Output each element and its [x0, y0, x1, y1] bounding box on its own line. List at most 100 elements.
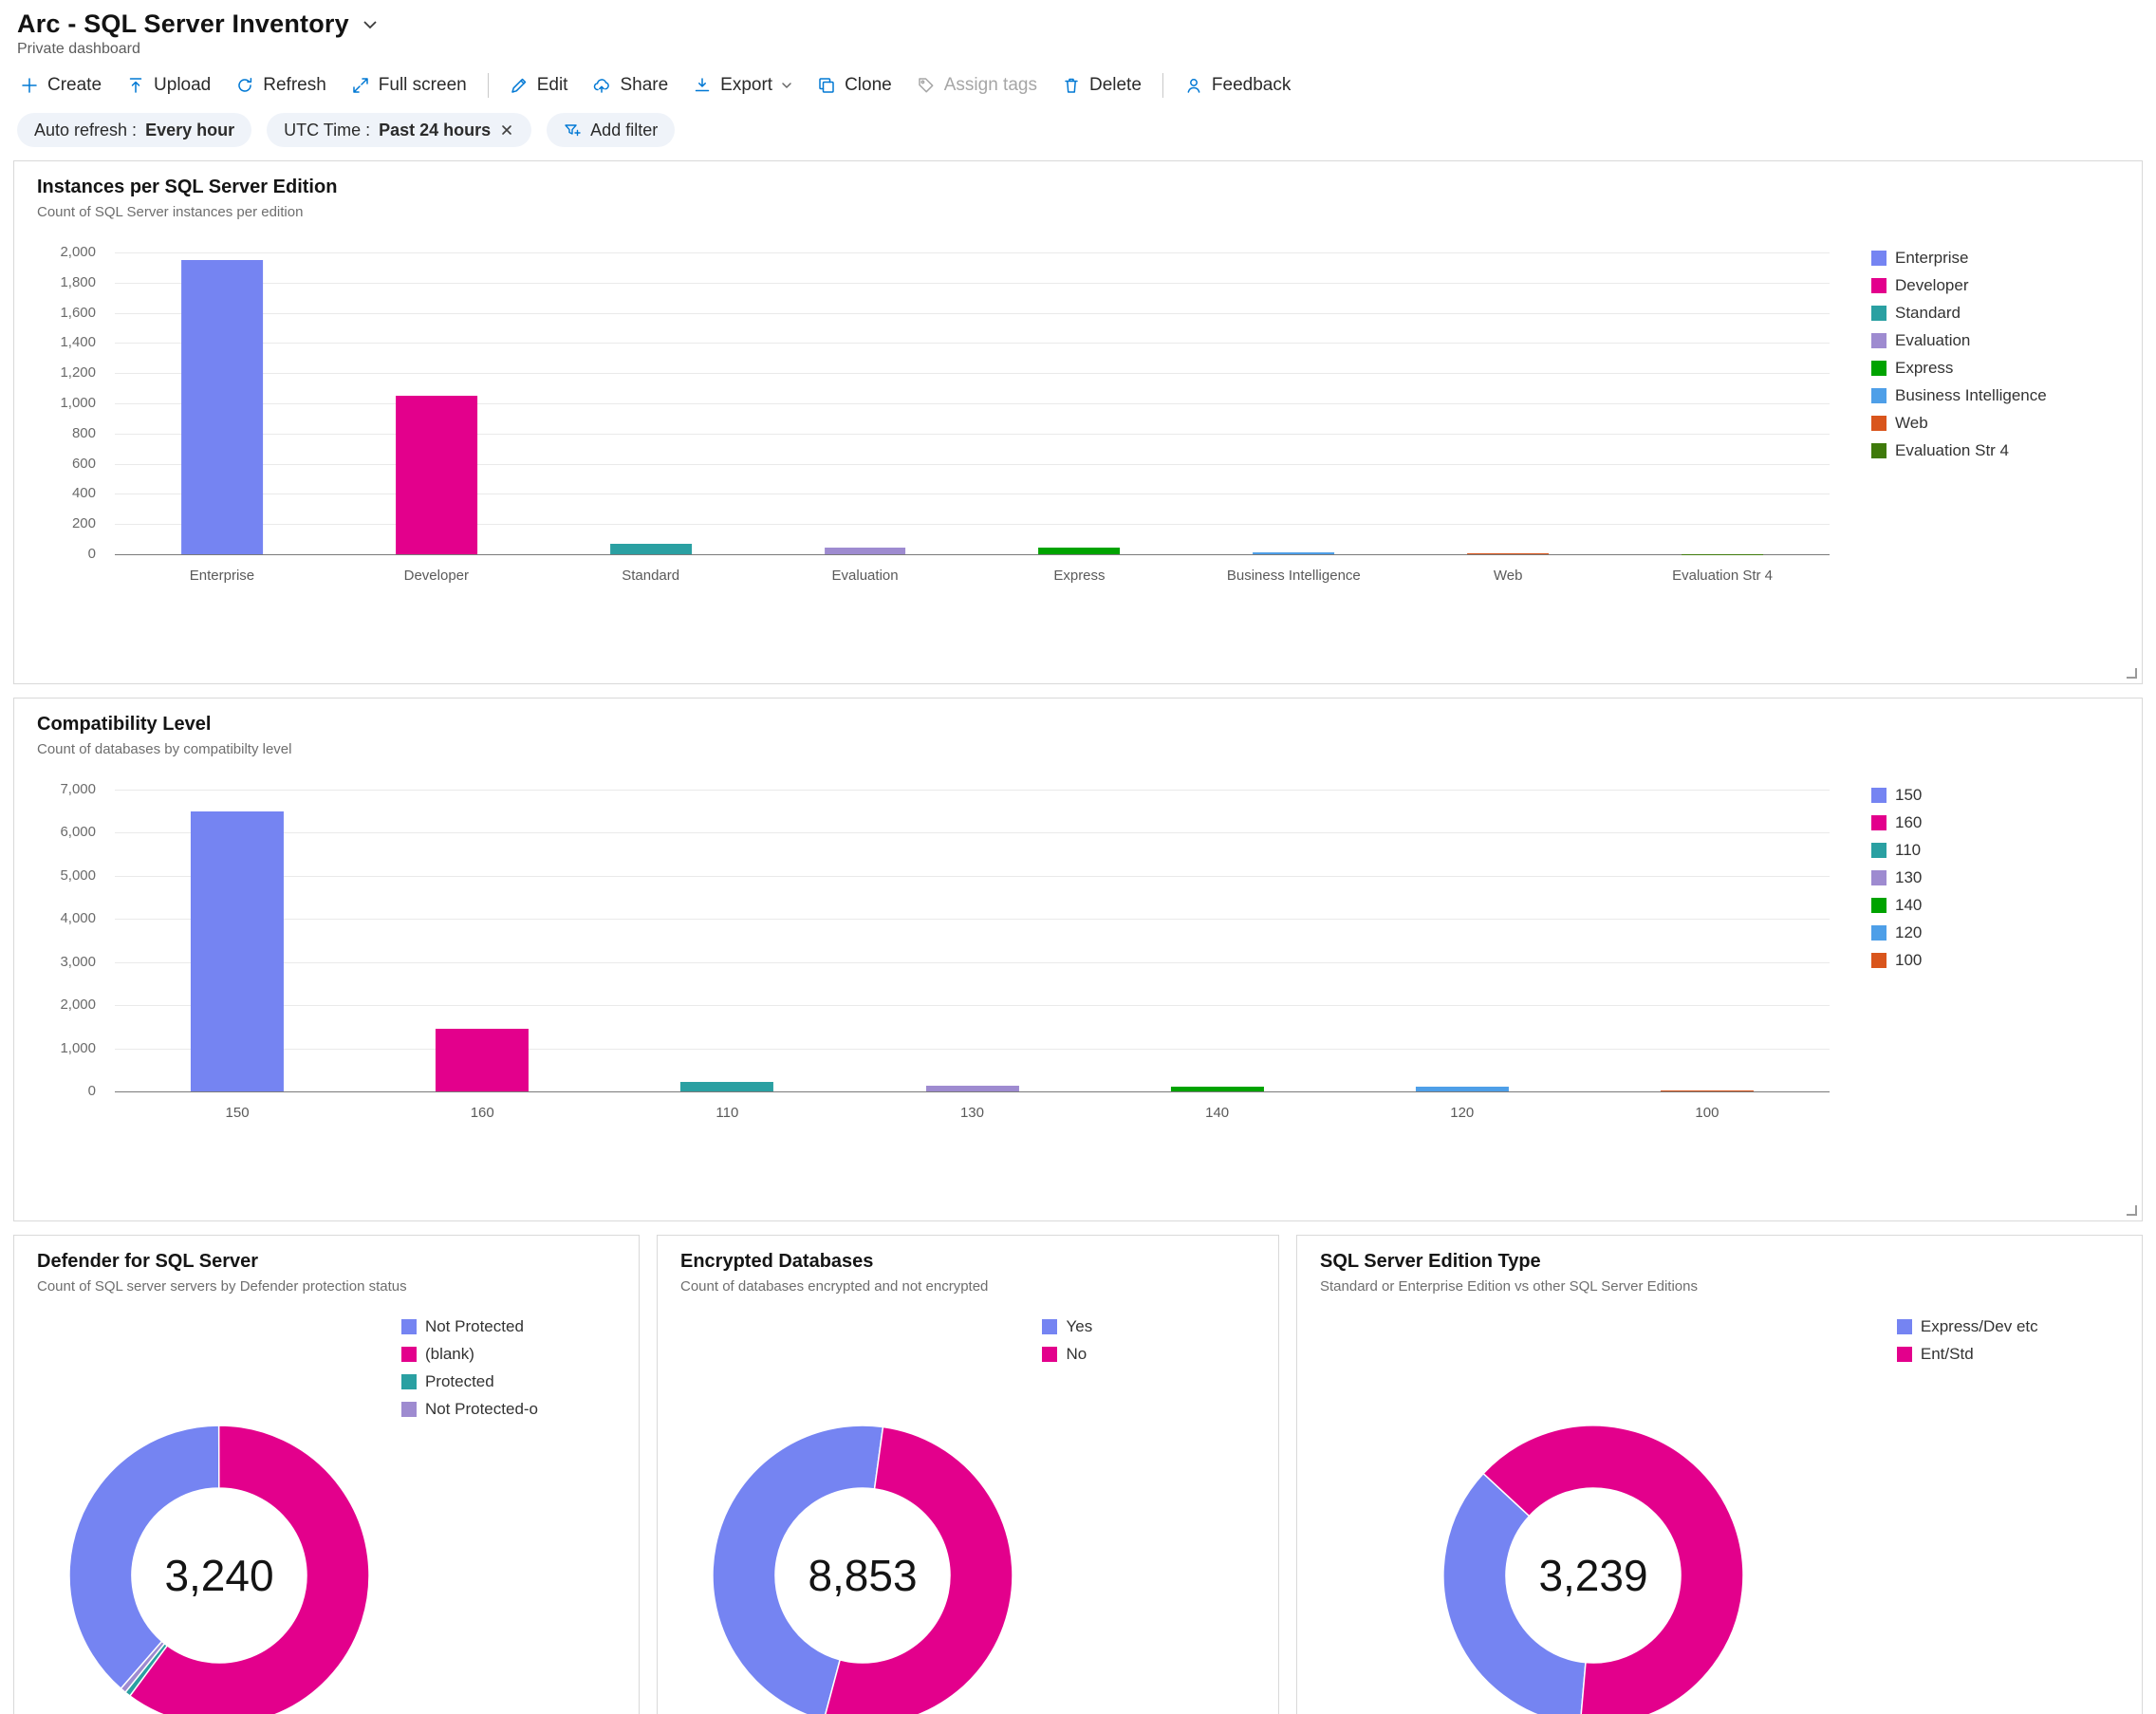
fullscreen-label: Full screen: [378, 75, 467, 95]
y-axis-label: 2,000: [60, 997, 96, 1014]
bar-130[interactable]: [925, 1086, 1019, 1091]
bar-150[interactable]: [191, 810, 285, 1091]
legend-swatch: [1871, 443, 1886, 458]
legend-label: Enterprise: [1895, 249, 1969, 267]
legend-swatch: [1871, 843, 1886, 858]
legend-label: (blank): [424, 1345, 474, 1363]
bar-business-intelligence[interactable]: [1253, 552, 1335, 554]
edit-button[interactable]: Edit: [497, 67, 581, 103]
legend-item-enterprise[interactable]: Enterprise: [1871, 249, 2113, 268]
bar-chart-editions: 2,000 1,800 1,600 1,400 1,200 1,000 800 600 400 2…: [37, 244, 2119, 642]
donut-segment-not-protected[interactable]: [68, 1425, 220, 1690]
bar-chart-compatibility: 7,000 6,000 5,000 4,000 3,000 2,000 1,000 0 150…: [37, 781, 2119, 1179]
y-axis-label: 1,000: [60, 395, 96, 411]
bar-120[interactable]: [1415, 1087, 1509, 1091]
legend-item-blank[interactable]: (blank): [400, 1345, 643, 1364]
feedback-button[interactable]: Feedback: [1172, 67, 1303, 103]
donut-segment-blank[interactable]: [128, 1425, 370, 1714]
add-filter-label: Add filter: [590, 120, 659, 140]
clone-label: Clone: [845, 75, 892, 95]
legend-item-business-intelligence[interactable]: Business Intelligence: [1871, 386, 2113, 405]
tile-compatibility-level: Compatibility Level Count of databases b…: [13, 698, 2143, 1221]
add-filter-pill[interactable]: Add filter: [547, 113, 676, 147]
legend-swatch: [1042, 1319, 1058, 1334]
utc-time-filter-pill[interactable]: UTC Time : Past 24 hours: [267, 113, 532, 147]
bar-express[interactable]: [1038, 547, 1121, 554]
legend-item-120[interactable]: 120: [1871, 923, 2113, 942]
resize-handle[interactable]: [2127, 668, 2137, 679]
tag-icon: [917, 76, 936, 95]
bar-160[interactable]: [436, 1029, 530, 1091]
fullscreen-button[interactable]: Full screen: [339, 67, 479, 103]
legend-item-160[interactable]: 160: [1871, 813, 2113, 832]
y-axis-label: 400: [71, 485, 96, 502]
close-icon[interactable]: [499, 122, 514, 138]
x-axis-label-web: Web: [1493, 568, 1523, 584]
legend-item-express-dev-etc[interactable]: Express/Dev etc: [1896, 1317, 2139, 1336]
gridline: [115, 524, 1830, 526]
bar-140[interactable]: [1170, 1086, 1264, 1091]
clone-button[interactable]: Clone: [805, 67, 904, 103]
y-axis-label: 0: [87, 1083, 96, 1099]
resize-handle[interactable]: [2127, 1205, 2137, 1216]
upload-button[interactable]: Upload: [114, 67, 223, 103]
legend-label: Evaluation Str 4: [1895, 441, 2010, 459]
donut-segment-no[interactable]: [824, 1425, 1013, 1714]
gridline: [115, 1048, 1830, 1050]
chart-legend: Yes No: [1042, 1317, 1284, 1364]
legend-item-web[interactable]: Web: [1871, 414, 2113, 433]
command-bar: Create Upload Refresh Full screen Edit S…: [8, 67, 2156, 103]
legend-item-not-protected-o[interactable]: Not Protected-o: [400, 1400, 643, 1419]
tile-subtitle: Count of databases by compatibilty level: [37, 741, 292, 757]
tile-subtitle: Standard or Enterprise Edition vs other …: [1320, 1278, 1698, 1295]
bar-standard[interactable]: [609, 543, 692, 554]
gridline: [115, 433, 1830, 435]
x-axis-label-enterprise: Enterprise: [189, 568, 255, 584]
tile-encrypted-databases: Encrypted Databases Count of databases e…: [657, 1235, 1279, 1714]
donut-segment-ent-std[interactable]: [1482, 1425, 1744, 1714]
refresh-button[interactable]: Refresh: [223, 67, 339, 103]
bar-developer[interactable]: [395, 396, 477, 554]
legend-item-110[interactable]: 110: [1871, 841, 2113, 860]
legend-label: 110: [1895, 841, 1922, 859]
bar-enterprise[interactable]: [181, 259, 263, 554]
share-button[interactable]: Share: [580, 67, 680, 103]
legend-item-developer[interactable]: Developer: [1871, 276, 2113, 295]
legend-item-no[interactable]: No: [1042, 1345, 1284, 1364]
create-button[interactable]: Create: [8, 67, 114, 103]
legend-item-140[interactable]: 140: [1871, 896, 2113, 915]
donut-total: 3,239: [1538, 1551, 1648, 1600]
legend-item-not-protected[interactable]: Not Protected: [400, 1317, 643, 1336]
chevron-down-icon[interactable]: [361, 15, 380, 34]
legend-label: No: [1066, 1345, 1087, 1363]
donut-segment-not-protected-o[interactable]: [120, 1640, 166, 1694]
assign-tags-button[interactable]: Assign tags: [904, 67, 1050, 103]
legend-item-protected[interactable]: Protected: [400, 1372, 643, 1391]
legend-item-standard[interactable]: Standard: [1871, 304, 2113, 323]
bar-110[interactable]: [680, 1082, 774, 1091]
gridline: [115, 282, 1830, 284]
donut-segment-yes[interactable]: [712, 1425, 884, 1714]
donut-chart-edition-type: 3,239: [1441, 1424, 1745, 1714]
bar-100[interactable]: [1660, 1090, 1754, 1091]
legend-item-express[interactable]: Express: [1871, 359, 2113, 378]
x-axis-label-developer: Developer: [403, 568, 469, 584]
legend-item-100[interactable]: 100: [1871, 951, 2113, 970]
delete-button[interactable]: Delete: [1050, 67, 1154, 103]
legend-label: 120: [1895, 923, 1923, 941]
donut-segment-express-dev-etc[interactable]: [1442, 1472, 1587, 1714]
donut-total: 8,853: [808, 1551, 918, 1600]
legend-item-evaluation-str-4[interactable]: Evaluation Str 4: [1871, 441, 2113, 460]
legend-item-evaluation[interactable]: Evaluation: [1871, 331, 2113, 350]
export-button[interactable]: Export: [680, 67, 805, 103]
bar-evaluation[interactable]: [824, 547, 906, 554]
legend-label: Not Protected: [424, 1317, 524, 1335]
x-axis-line: [115, 554, 1830, 555]
legend-item-130[interactable]: 130: [1871, 868, 2113, 887]
legend-item-ent-std[interactable]: Ent/Std: [1896, 1345, 2139, 1364]
bar-web[interactable]: [1467, 553, 1550, 554]
auto-refresh-filter-pill[interactable]: Auto refresh : Every hour: [17, 113, 252, 147]
export-icon: [693, 76, 712, 95]
legend-item-yes[interactable]: Yes: [1042, 1317, 1284, 1336]
legend-item-150[interactable]: 150: [1871, 786, 2113, 805]
